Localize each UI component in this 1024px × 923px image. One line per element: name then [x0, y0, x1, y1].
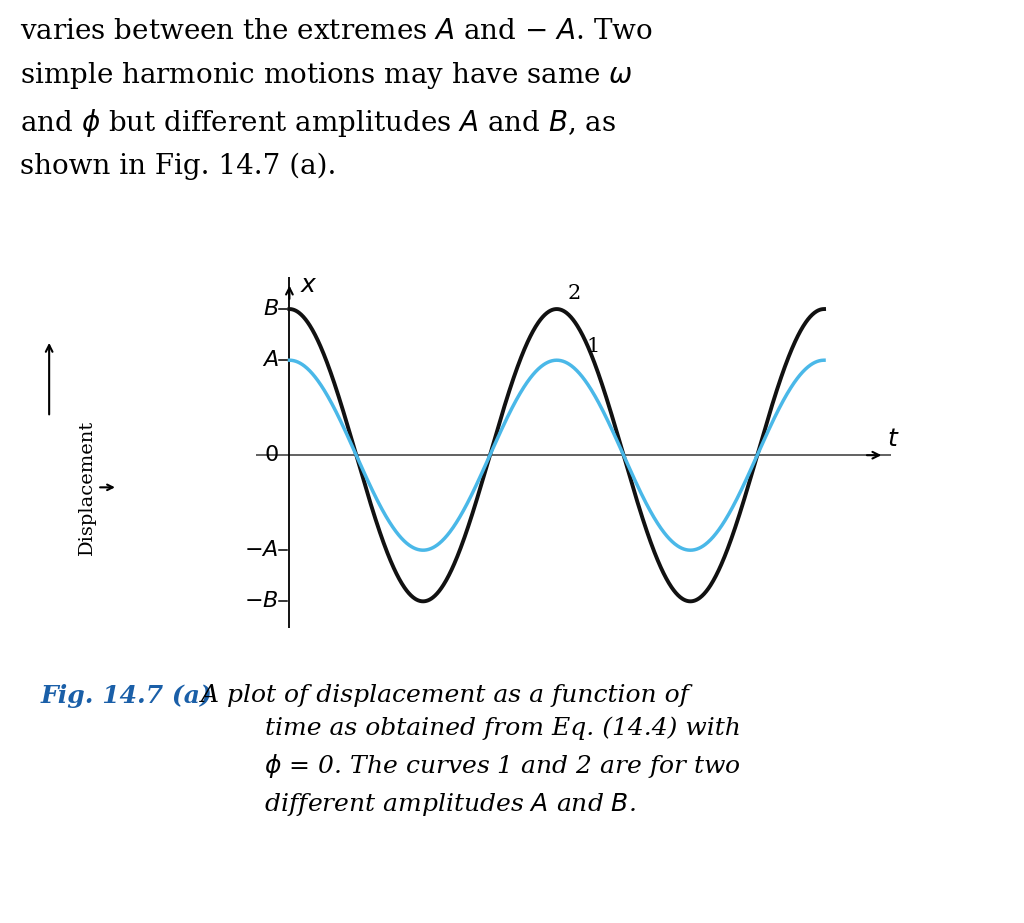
Text: $-A$: $-A$ — [245, 539, 279, 561]
Text: Displacement: Displacement — [78, 420, 96, 555]
Text: 2: 2 — [567, 284, 581, 304]
Text: 1: 1 — [586, 337, 599, 356]
Text: $x$: $x$ — [300, 274, 317, 297]
Text: $B$: $B$ — [263, 298, 279, 320]
Text: A plot of displacement as a function of
         time as obtained from Eq. (14.4: A plot of displacement as a function of … — [193, 684, 740, 818]
Text: $A$: $A$ — [262, 349, 279, 371]
Text: $t$: $t$ — [887, 427, 899, 450]
Text: varies between the extremes $A$ and $-$ $A$. Two
simple harmonic motions may hav: varies between the extremes $A$ and $-$ … — [20, 18, 653, 180]
Text: $0$: $0$ — [264, 444, 279, 466]
Text: $-B$: $-B$ — [244, 591, 279, 612]
Text: Fig. 14.7 (a): Fig. 14.7 (a) — [40, 684, 212, 708]
